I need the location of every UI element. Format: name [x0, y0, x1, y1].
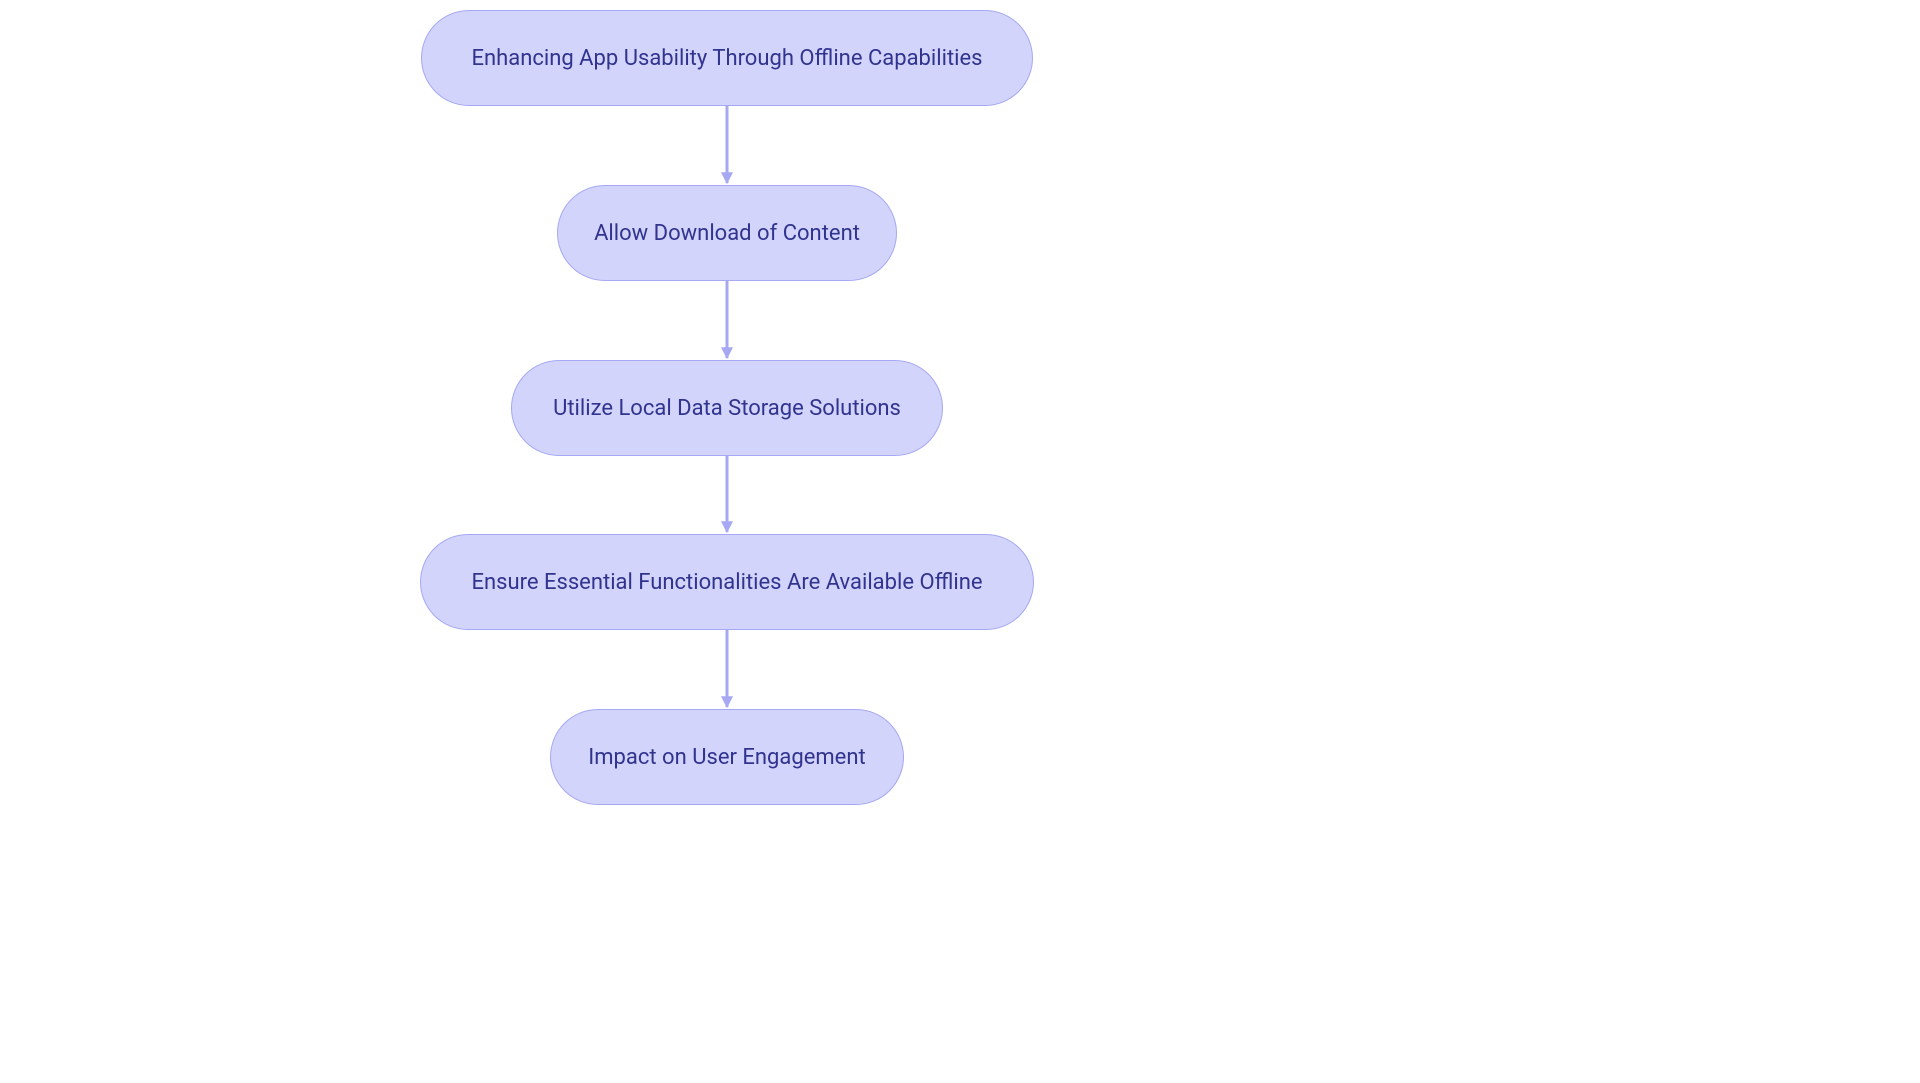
flowchart-node-label: Impact on User Engagement [588, 745, 865, 770]
flowchart-node: Impact on User Engagement [550, 709, 904, 805]
flowchart-node: Enhancing App Usability Through Offline … [421, 10, 1033, 106]
flowchart-node: Allow Download of Content [557, 185, 897, 281]
flowchart-node-label: Ensure Essential Functionalities Are Ava… [471, 570, 982, 595]
flowchart-canvas: Enhancing App Usability Through Offline … [0, 0, 1920, 1083]
flowchart-node-label: Utilize Local Data Storage Solutions [553, 396, 901, 421]
flowchart-node-label: Enhancing App Usability Through Offline … [471, 46, 982, 71]
flowchart-node-label: Allow Download of Content [594, 221, 860, 246]
flowchart-node: Ensure Essential Functionalities Are Ava… [420, 534, 1034, 630]
flowchart-node: Utilize Local Data Storage Solutions [511, 360, 943, 456]
